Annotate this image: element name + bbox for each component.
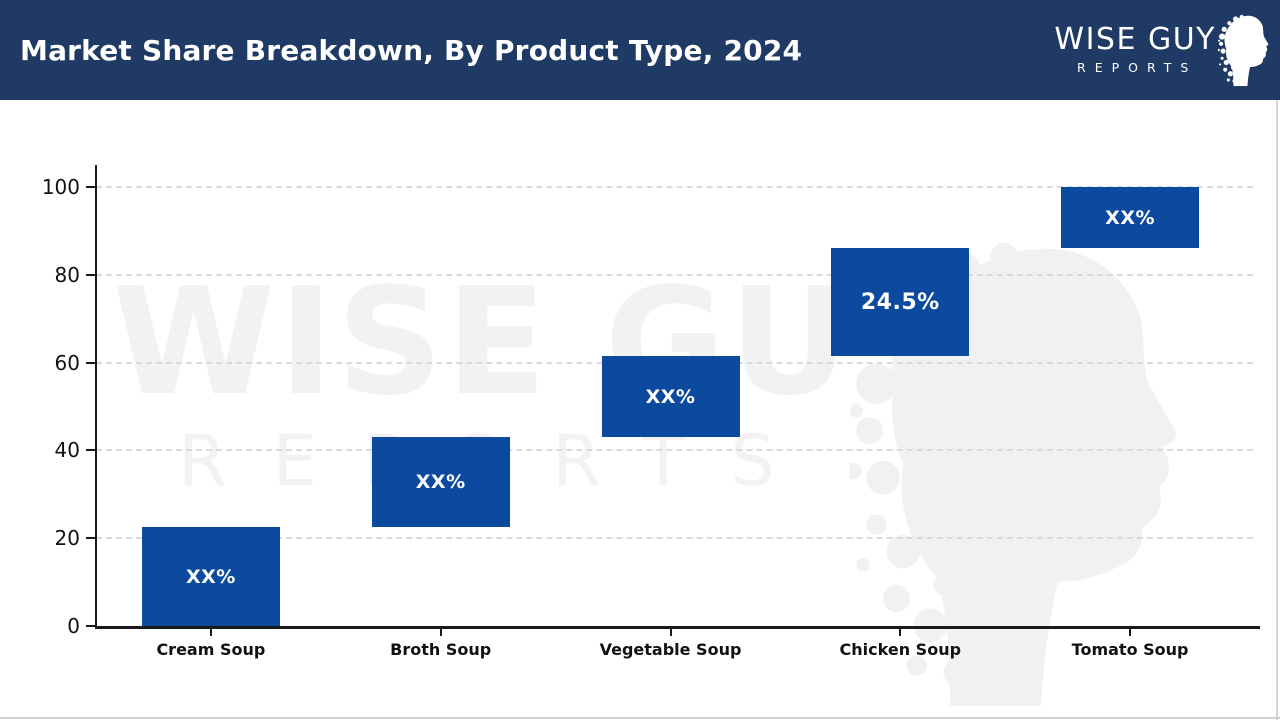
y-axis-tick xyxy=(86,186,95,188)
page-bottom-border xyxy=(0,717,1280,719)
page-right-border xyxy=(1276,100,1278,720)
bar-value-label: XX% xyxy=(415,471,466,494)
y-axis-tick-label: 20 xyxy=(54,526,80,551)
brand-head-icon xyxy=(1218,5,1280,95)
bar: XX% xyxy=(1061,187,1200,249)
y-axis-tick xyxy=(86,625,95,627)
x-axis-tick xyxy=(439,629,442,636)
x-axis-tick xyxy=(1129,629,1132,636)
y-axis-spine xyxy=(95,165,97,629)
x-axis-tick xyxy=(669,629,672,636)
x-category-label: Cream Soup xyxy=(156,640,266,659)
x-category-label: Tomato Soup xyxy=(1071,640,1189,659)
x-axis-spine xyxy=(95,626,1260,629)
x-axis-tick xyxy=(899,629,902,636)
x-category-label: Vegetable Soup xyxy=(599,640,742,659)
brand-subname: REPORTS xyxy=(1077,60,1198,75)
bar-value-label: 24.5% xyxy=(860,289,940,315)
y-axis-tick xyxy=(86,537,95,540)
bar: XX% xyxy=(371,437,510,528)
brand-logo-text: WISE GUY REPORTS xyxy=(1054,22,1216,76)
brand-logo: WISE GUY REPORTS xyxy=(1054,0,1280,100)
x-category-label: Broth Soup xyxy=(390,640,492,659)
bar-value-label: XX% xyxy=(645,385,696,408)
y-axis-tick-label: 100 xyxy=(41,175,80,199)
gridline xyxy=(96,186,1253,188)
y-axis-tick xyxy=(86,361,95,364)
gridline xyxy=(96,449,1253,452)
y-axis-tick-label: 40 xyxy=(54,438,80,463)
bar: XX% xyxy=(141,527,280,626)
page-title: Market Share Breakdown, By Product Type,… xyxy=(20,33,803,67)
gridline xyxy=(96,273,1253,276)
y-axis-tick-label: 80 xyxy=(54,262,80,287)
bar-value-label: XX% xyxy=(185,565,236,588)
header-banner: Market Share Breakdown, By Product Type,… xyxy=(0,0,1280,100)
y-axis-tick xyxy=(86,273,95,276)
gridline xyxy=(96,537,1253,540)
brand-name: WISE GUY xyxy=(1054,22,1216,57)
bar: XX% xyxy=(601,356,740,438)
y-axis-tick-label: 60 xyxy=(54,350,80,375)
x-category-label: Chicken Soup xyxy=(839,640,962,659)
y-axis-tick xyxy=(86,449,95,452)
y-axis-tick-label: 0 xyxy=(67,614,80,638)
x-axis-tick xyxy=(209,629,212,636)
bar: 24.5% xyxy=(831,248,970,356)
bar-value-label: XX% xyxy=(1105,206,1156,229)
